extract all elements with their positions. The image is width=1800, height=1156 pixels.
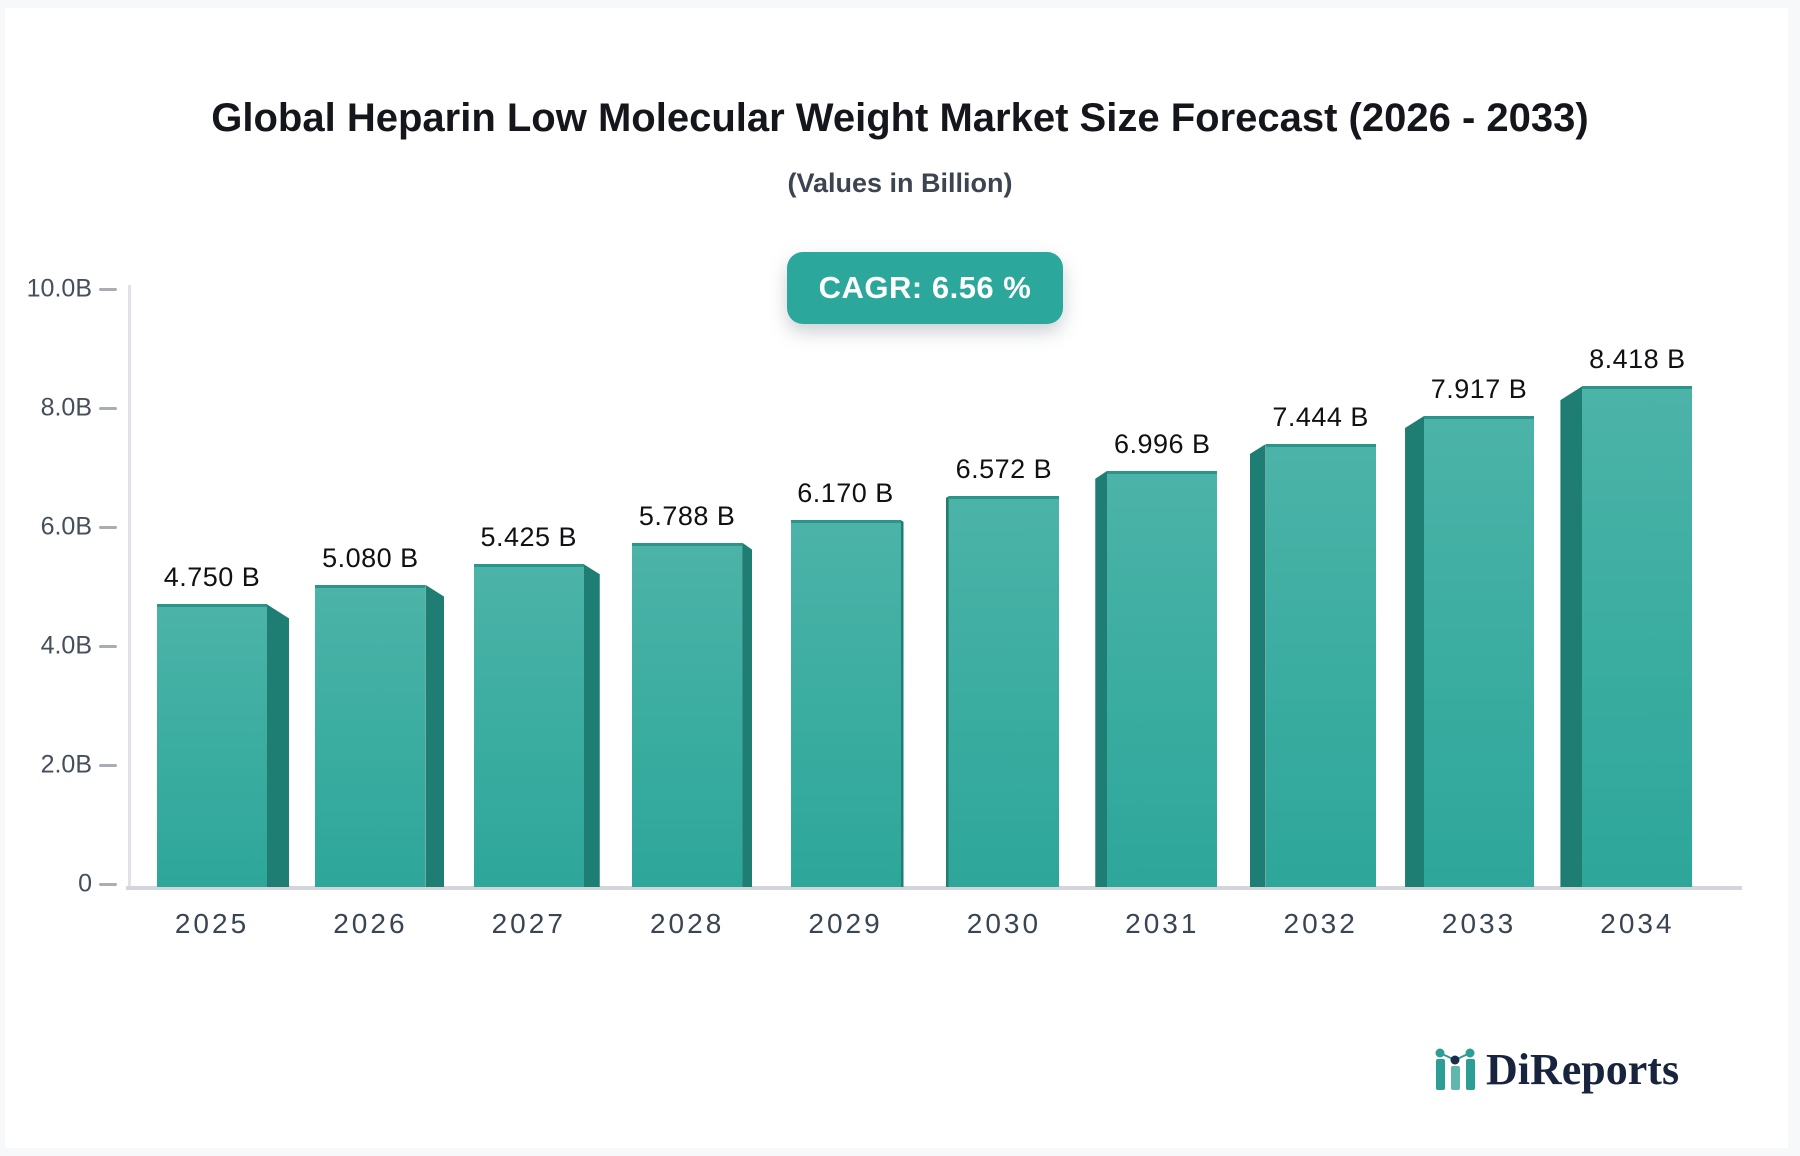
brand-logo: DiReports	[1433, 1036, 1679, 1092]
bar-side-face	[267, 604, 289, 887]
y-axis-tick-mark	[99, 645, 117, 648]
y-axis-tick-label: 2.0B	[40, 750, 92, 779]
y-axis-tick-label: 4.0B	[40, 631, 92, 660]
y-axis-tick-label: 6.0B	[40, 512, 92, 541]
bar-side-face	[900, 519, 904, 887]
y-axis-tick-mark	[99, 407, 117, 410]
mini-bar-chart-icon	[1435, 1048, 1475, 1090]
chart-title: Global Heparin Low Molecular Weight Mark…	[211, 96, 1589, 140]
x-axis-label: 2026	[333, 908, 408, 939]
y-axis-tick-label: 8.0B	[40, 393, 92, 422]
x-axis-label: 2029	[808, 908, 883, 939]
bar-value-label: 4.750 B	[163, 562, 261, 593]
bar-value-label: 5.425 B	[480, 522, 578, 553]
bar-2030	[948, 495, 1059, 887]
bar-value-label: 6.572 B	[955, 453, 1053, 484]
bar-2034	[1582, 386, 1693, 887]
bar-value-label: 8.418 B	[1589, 344, 1686, 375]
x-axis-label: 2030	[966, 908, 1042, 939]
bar-side-face	[1560, 386, 1583, 887]
x-axis-label: 2033	[1441, 908, 1517, 939]
bar-value-label: 7.444 B	[1272, 402, 1369, 433]
bar-side-face	[742, 542, 753, 887]
bar-2026	[315, 584, 426, 887]
x-axis-line	[126, 886, 1742, 890]
bar-2029	[790, 519, 901, 887]
bar-2027	[473, 564, 584, 887]
y-axis-tick-label: 0	[78, 869, 92, 898]
bar-value-label: 6.170 B	[797, 477, 894, 508]
bar-2031	[1107, 470, 1218, 887]
y-axis-tick-mark	[99, 526, 117, 529]
bar-value-label: 6.996 B	[1113, 428, 1211, 459]
x-axis-label: 2028	[649, 908, 725, 939]
y-axis-tick-label: 10.0B	[26, 274, 92, 303]
bar-side-face	[583, 564, 600, 887]
x-axis-label: 2027	[491, 908, 566, 939]
bar-side-face	[1249, 444, 1266, 887]
y-axis-line	[128, 285, 131, 890]
y-axis-tick-mark	[99, 288, 117, 291]
x-axis-label: 2025	[174, 908, 250, 939]
bar-value-label: 5.788 B	[638, 500, 736, 531]
bar-side-face	[425, 584, 445, 887]
bar-value-label: 5.080 B	[322, 542, 419, 573]
bar-2033	[1424, 415, 1535, 887]
bar-side-face	[1405, 415, 1425, 887]
x-axis-label: 2034	[1600, 908, 1675, 939]
bar-side-face	[945, 495, 949, 887]
x-axis-label: 2032	[1283, 908, 1358, 939]
y-axis-tick-mark	[99, 764, 117, 767]
x-axis-label: 2031	[1125, 908, 1200, 939]
bar-value-label: 7.917 B	[1430, 373, 1528, 404]
cagr-badge-label: CAGR: 6.56 %	[818, 270, 1032, 305]
brand-name: DiReports	[1486, 1045, 1680, 1094]
bar-2028	[632, 542, 743, 887]
chart-subtitle: (Values in Billion)	[787, 168, 1013, 198]
bar-side-face	[1095, 470, 1108, 887]
bar-2025	[157, 604, 267, 887]
cagr-badge: CAGR: 6.56 %	[787, 252, 1063, 324]
bar-2032	[1265, 444, 1376, 887]
y-axis-tick-mark	[99, 883, 117, 886]
